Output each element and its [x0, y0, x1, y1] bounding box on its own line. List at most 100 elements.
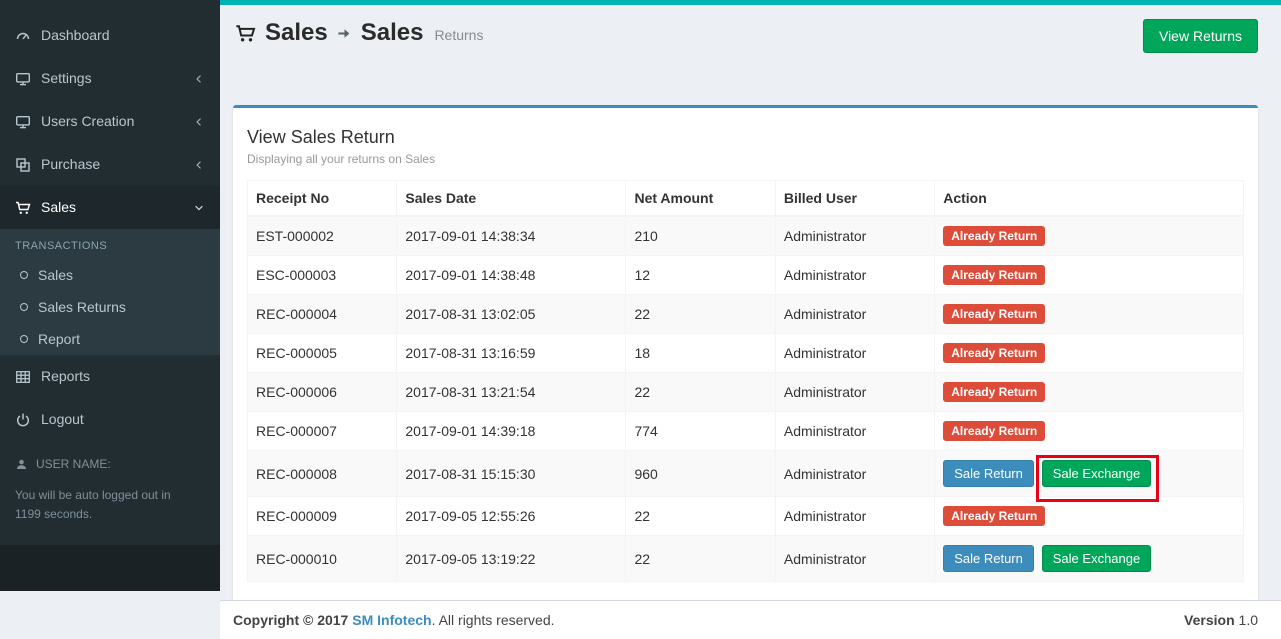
table-row: REC-000008 2017-08-31 15:15:30 960 Admin… — [246, 450, 1244, 502]
cell-billed-user: Administrator — [774, 215, 936, 256]
copyright-text: Copyright © 2017 SM Infotech. All rights… — [233, 612, 555, 628]
cell-action: Already Return — [934, 255, 1244, 295]
breadcrumb: Sales Sales Returns — [235, 19, 483, 47]
cell-sales-date: 2017-09-01 14:39:18 — [396, 411, 627, 451]
page-footer: Copyright © 2017 SM Infotech. All rights… — [220, 600, 1281, 639]
table-icon — [15, 369, 31, 385]
cell-billed-user: Administrator — [774, 333, 936, 373]
sales-returns-table: Receipt No Sales Date Net Amount Billed … — [246, 180, 1244, 582]
cell-action: Already Return — [934, 215, 1244, 256]
cell-billed-user: Administrator — [774, 255, 936, 295]
circle-icon — [19, 302, 29, 312]
breadcrumb-section: Sales — [265, 19, 328, 46]
table-row: REC-000010 2017-09-05 13:19:22 22 Admini… — [246, 535, 1244, 582]
desktop-icon — [15, 71, 31, 87]
circle-icon — [19, 270, 29, 280]
main-content: Sales Sales Returns View Returns View Sa… — [220, 0, 1281, 608]
sidebar-menu: Dashboard Settings Users Creation — [0, 0, 220, 441]
sidebar-item-purchase[interactable]: Purchase — [0, 143, 220, 186]
sidebar-subitem-report[interactable]: Report — [0, 323, 220, 355]
version-value: 1.0 — [1238, 612, 1258, 628]
cell-net-amount: 12 — [625, 255, 776, 295]
top-accent-bar — [220, 0, 1281, 5]
table-row: REC-000006 2017-08-31 13:21:54 22 Admini… — [246, 372, 1244, 412]
cell-action: Already Return — [934, 496, 1244, 536]
user-icon — [15, 458, 28, 471]
user-panel: USER NAME: You will be auto logged out i… — [0, 441, 220, 528]
sidebar-item-label: Purchase — [41, 156, 101, 172]
table-row: EST-000002 2017-09-01 14:38:34 210 Admin… — [246, 215, 1244, 256]
col-header-receipt-no: Receipt No — [246, 180, 398, 217]
auto-logout-notice: You will be auto logged out in 1199 seco… — [15, 488, 171, 522]
table-row: REC-000009 2017-09-05 12:55:26 22 Admini… — [246, 496, 1244, 536]
already-return-badge: Already Return — [943, 226, 1046, 246]
cell-receipt-no: REC-000005 — [246, 333, 398, 373]
cell-action: Sale Return Sale Exchange — [934, 450, 1244, 502]
cell-net-amount: 22 — [625, 372, 776, 412]
content-header: Sales Sales Returns View Returns — [220, 5, 1281, 53]
version-text: Version 1.0 — [1184, 612, 1258, 628]
cell-receipt-no: REC-000006 — [246, 372, 398, 412]
cell-sales-date: 2017-09-05 12:55:26 — [396, 496, 627, 536]
arrow-right-icon — [337, 26, 352, 41]
cell-billed-user: Administrator — [774, 535, 936, 582]
sidebar-item-reports[interactable]: Reports — [0, 355, 220, 398]
sidebar-item-dashboard[interactable]: Dashboard — [0, 14, 220, 57]
annotation-highlight-box: Sale Exchange — [1035, 455, 1160, 502]
table-row: REC-000004 2017-08-31 13:02:05 22 Admini… — [246, 294, 1244, 334]
cell-sales-date: 2017-09-05 13:19:22 — [396, 535, 627, 582]
sale-return-button[interactable]: Sale Return — [943, 460, 1034, 487]
sidebar-item-label: Dashboard — [41, 27, 110, 43]
sale-exchange-button[interactable]: Sale Exchange — [1041, 545, 1152, 572]
view-returns-button[interactable]: View Returns — [1142, 19, 1258, 53]
sidebar-item-label: Reports — [41, 368, 91, 384]
cell-sales-date: 2017-09-01 14:38:48 — [396, 255, 627, 295]
cell-net-amount: 210 — [625, 215, 776, 256]
cell-net-amount: 774 — [625, 411, 776, 451]
chevron-left-icon — [193, 116, 205, 128]
cell-billed-user: Administrator — [774, 372, 936, 412]
cell-net-amount: 960 — [625, 450, 776, 497]
sidebar-item-label: Sales — [41, 199, 77, 215]
cell-sales-date: 2017-08-31 13:02:05 — [396, 294, 627, 334]
version-label: Version — [1184, 612, 1235, 628]
cell-action: Already Return — [934, 333, 1244, 373]
cart-icon — [235, 23, 256, 44]
sidebar-item-logout[interactable]: Logout — [0, 398, 220, 441]
table-row: REC-000005 2017-08-31 13:16:59 18 Admini… — [246, 333, 1244, 373]
cell-action: Already Return — [934, 372, 1244, 412]
col-header-net-amount: Net Amount — [625, 180, 776, 217]
cell-action: Already Return — [934, 411, 1244, 451]
sidebar-item-sales[interactable]: Sales — [0, 186, 220, 229]
cell-sales-date: 2017-09-01 14:38:34 — [396, 215, 627, 256]
col-header-action: Action — [934, 180, 1244, 217]
cell-receipt-no: ESC-000003 — [246, 255, 398, 295]
table-header-row: Receipt No Sales Date Net Amount Billed … — [246, 180, 1244, 217]
already-return-badge: Already Return — [943, 421, 1046, 441]
sales-return-panel: View Sales Return Displaying all your re… — [233, 105, 1258, 608]
sale-exchange-button[interactable]: Sale Exchange — [1041, 460, 1152, 487]
chevron-down-icon — [193, 202, 205, 214]
sidebar-item-label: Users Creation — [41, 113, 135, 129]
sale-return-button[interactable]: Sale Return — [943, 545, 1034, 572]
sidebar-subitem-sales-returns[interactable]: Sales Returns — [0, 291, 220, 323]
desktop-icon — [15, 114, 31, 130]
chevron-left-icon — [193, 73, 205, 85]
sidebar-item-users-creation[interactable]: Users Creation — [0, 100, 220, 143]
cell-receipt-no: REC-000007 — [246, 411, 398, 451]
already-return-badge: Already Return — [943, 304, 1046, 324]
cell-receipt-no: REC-000008 — [246, 450, 398, 497]
cell-net-amount: 22 — [625, 535, 776, 582]
panel-subtitle: Displaying all your returns on Sales — [247, 152, 436, 166]
sidebar-section-transactions: TRANSACTIONS — [0, 229, 220, 259]
sidebar-item-settings[interactable]: Settings — [0, 57, 220, 100]
company-link[interactable]: SM Infotech — [352, 612, 432, 628]
user-name-label: USER NAME: — [36, 457, 111, 471]
panel-title: View Sales Return — [247, 127, 395, 147]
table-row: REC-000007 2017-09-01 14:39:18 774 Admin… — [246, 411, 1244, 451]
cell-receipt-no: REC-000004 — [246, 294, 398, 334]
cart-icon — [15, 200, 31, 216]
cell-net-amount: 18 — [625, 333, 776, 373]
copyright-year: Copyright © 2017 — [233, 612, 349, 628]
sidebar-subitem-sales[interactable]: Sales — [0, 259, 220, 291]
